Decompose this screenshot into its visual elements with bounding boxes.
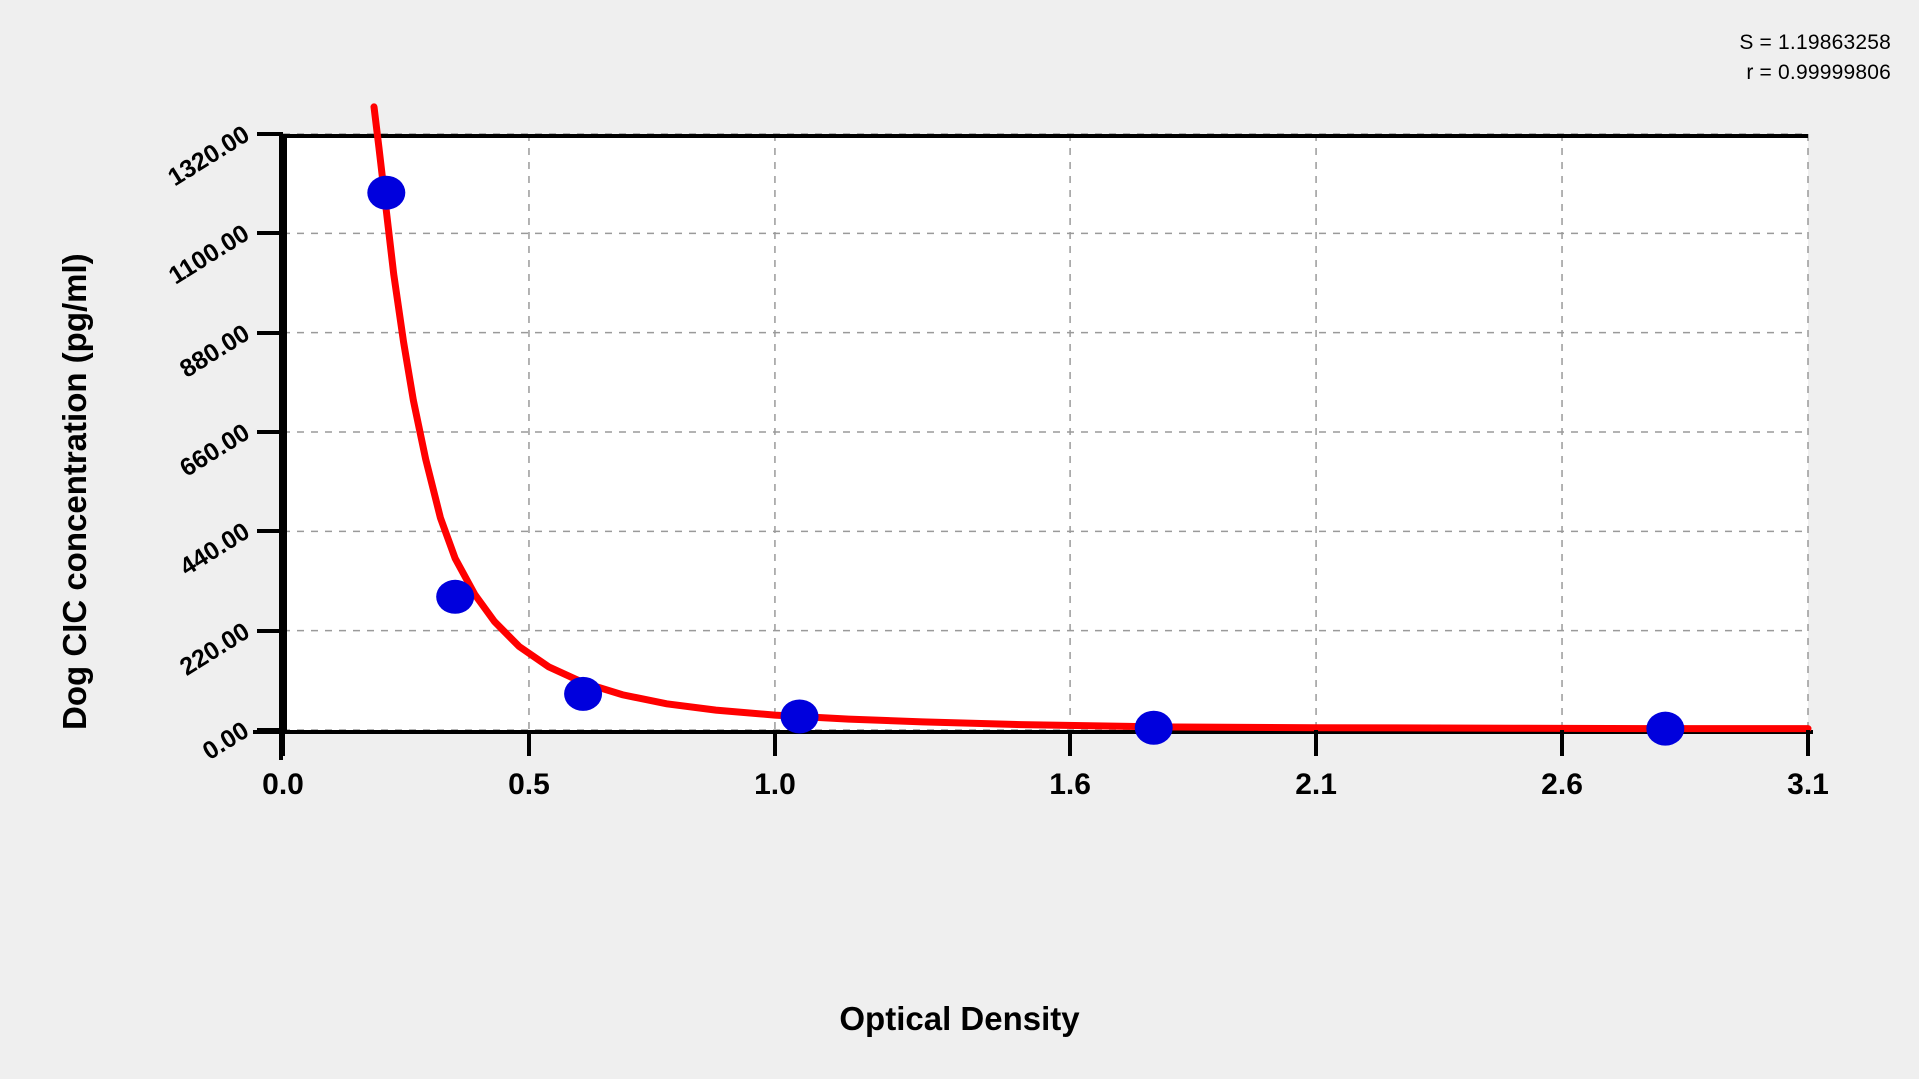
data-point-marker <box>1134 710 1173 745</box>
data-point-marker <box>780 699 819 734</box>
x-axis-tick-label: 2.1 <box>1295 768 1337 801</box>
x-axis-tick-major <box>526 730 531 756</box>
data-point-marker <box>367 175 406 210</box>
y-axis-tick-label: 880.00 <box>174 318 255 384</box>
x-axis-title: Optical Density <box>839 1000 1080 1037</box>
x-axis-tick-label: 2.6 <box>1541 768 1583 801</box>
y-axis-tick-label: 660.00 <box>174 418 255 483</box>
x-axis-tick-label: 1.0 <box>754 768 796 801</box>
x-axis-tick-major <box>1068 730 1073 756</box>
x-axis-tick-label: 3.1 <box>1787 768 1829 801</box>
x-axis-tick-label: 1.6 <box>1049 768 1091 801</box>
data-point-marker <box>1646 711 1685 746</box>
data-layer <box>367 103 1812 746</box>
x-axis-tick-label: 0.5 <box>508 768 550 801</box>
x-axis-line <box>253 730 1813 734</box>
x-axis-tick-major <box>772 730 777 756</box>
y-axis-tick-major <box>257 728 283 732</box>
y-axis-tick-major <box>257 628 283 633</box>
y-axis-tick-major <box>257 529 283 534</box>
x-axis-tick-major <box>281 730 285 756</box>
fitted-curve <box>370 103 1812 733</box>
data-point-marker <box>564 676 603 711</box>
y-axis-tick-label: 1100.00 <box>163 219 255 291</box>
y-axis-tick-label: 0.00 <box>198 716 255 766</box>
y-axis-tick-major <box>257 330 283 335</box>
plot-frame <box>283 134 1808 730</box>
data-point-marker <box>436 579 475 614</box>
x-axis-tick-label: 0.0 <box>262 768 304 801</box>
y-axis-line <box>279 134 283 760</box>
y-axis-tick-major <box>257 430 283 434</box>
y-axis-tick-label: 1320.00 <box>162 120 255 192</box>
y-axis-tick-label: 440.00 <box>174 517 255 582</box>
x-axis-tick-major <box>1560 730 1565 756</box>
y-axis-tick-major <box>257 231 283 236</box>
fit-statistics: S = 1.19863258 r = 0.99999806 <box>1739 28 1891 89</box>
x-axis-tick-major <box>1314 730 1319 756</box>
plot-area: 0.00 220.00 440.00 660.00 880.00 1100.00 1320.… <box>163 103 1829 801</box>
r-value: r = 0.99999806 <box>1746 61 1891 85</box>
y-axis-title: Dog CIC concentration (pg/ml) <box>56 253 93 730</box>
y-axis-tick-major <box>257 132 283 136</box>
x-axis-tick-major <box>1806 730 1810 756</box>
s-value: S = 1.19863258 <box>1739 31 1891 54</box>
y-axis-tick-label: 220.00 <box>174 616 255 682</box>
